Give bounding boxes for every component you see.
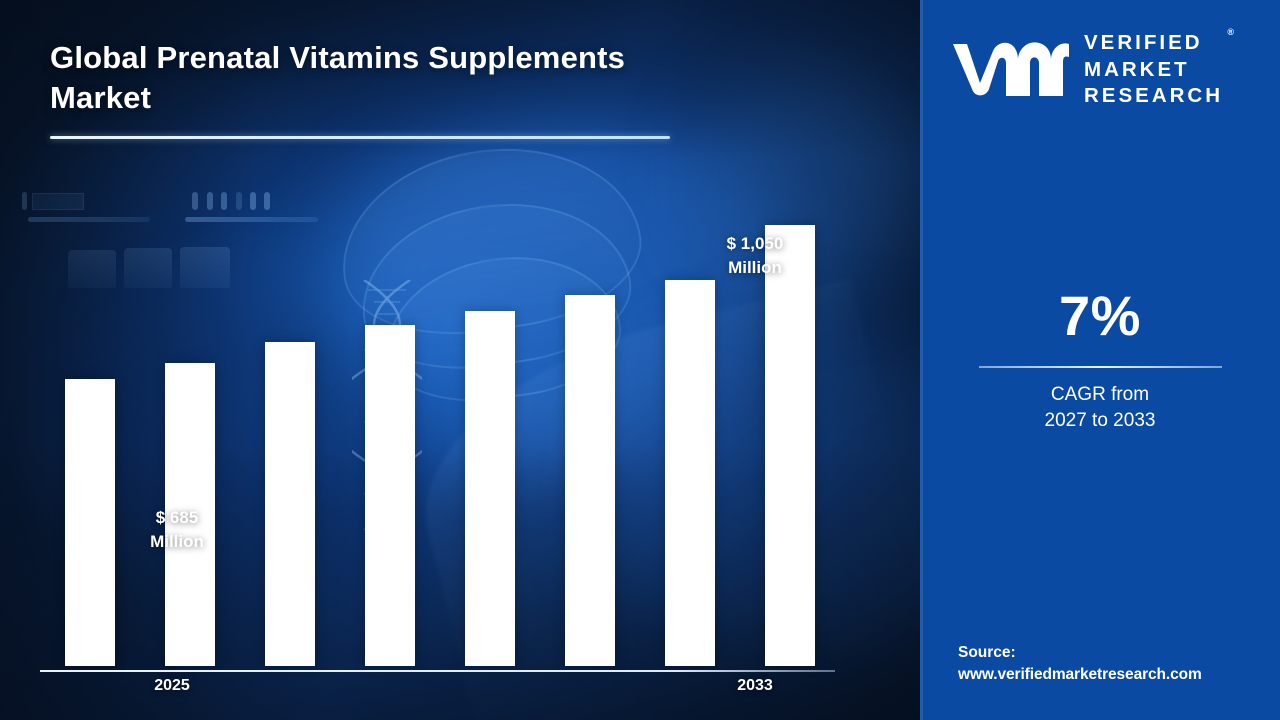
page-title: Global Prenatal Vitamins Supplements Mar… (50, 40, 626, 116)
bar (465, 311, 515, 666)
value-label-amount: $ 1,050 (726, 234, 784, 253)
source-label: Source: (958, 644, 1016, 661)
logo-line-verified: VERIFIED (1084, 31, 1203, 54)
bar-series (40, 196, 840, 666)
x-tick-label-end: 2033 (737, 677, 773, 694)
value-label-first: $ 685 Million (102, 506, 252, 554)
logo: VERIFIED MARKET RESEARCH ® (950, 27, 1260, 110)
bar-slot (40, 196, 140, 666)
value-label-amount: $ 685 (155, 508, 199, 527)
bar-slot (140, 196, 240, 666)
bar (665, 280, 715, 666)
value-label-last: $ 1,050 Million (680, 232, 830, 280)
chart-panel: Global Prenatal Vitamins Supplements Mar… (0, 0, 920, 720)
bar (565, 295, 615, 666)
title-block: Global Prenatal Vitamins Supplements Mar… (50, 38, 675, 139)
x-axis-line (40, 670, 835, 672)
cagr-value: 7% (1059, 284, 1141, 347)
bar-chart: $ 685 Million $ 1,050 Million 2025 2033 (40, 196, 840, 694)
bar-slot (340, 196, 440, 666)
logo-line-market: MARKET (1084, 57, 1190, 81)
cagr-divider (978, 366, 1222, 368)
bar-slot (640, 196, 740, 666)
person-icon (22, 192, 27, 210)
bar-slot (540, 196, 640, 666)
cagr-caption-line-2: 2027 to 2033 (1044, 409, 1156, 431)
registered-trademark-icon: ® (1227, 27, 1235, 37)
cagr-caption: CAGR from 2027 to 2033 (920, 382, 1280, 433)
bar (765, 225, 815, 666)
vmr-logo-icon (953, 42, 1069, 96)
source-url[interactable]: www.verifiedmarketresearch.com (958, 666, 1202, 684)
bar (165, 363, 215, 666)
value-label-unit: Million (728, 257, 782, 277)
brand-panel: VERIFIED MARKET RESEARCH ® 7% CAGR from … (920, 0, 1280, 720)
value-label-unit: Million (150, 531, 204, 551)
bar-slot (240, 196, 340, 666)
logo-wordmark: VERIFIED MARKET RESEARCH ® (1084, 27, 1234, 110)
bar-slot (740, 196, 840, 666)
title-divider (50, 135, 670, 139)
source-block: Source: www.verifiedmarketresearch.com (958, 642, 1273, 687)
plot-area: $ 685 Million $ 1,050 Million 2025 2033 (40, 196, 840, 694)
bar (265, 342, 315, 666)
panel-edge (920, 0, 923, 720)
x-tick-label-start: 2025 (154, 677, 190, 694)
cagr-block: 7% CAGR from 2027 to 2033 (920, 288, 1280, 433)
cagr-caption-line-1: CAGR from (1050, 384, 1150, 405)
bar-slot (440, 196, 540, 666)
logo-line-research: RESEARCH (1084, 84, 1224, 108)
bar (65, 378, 115, 666)
bar (365, 325, 415, 666)
